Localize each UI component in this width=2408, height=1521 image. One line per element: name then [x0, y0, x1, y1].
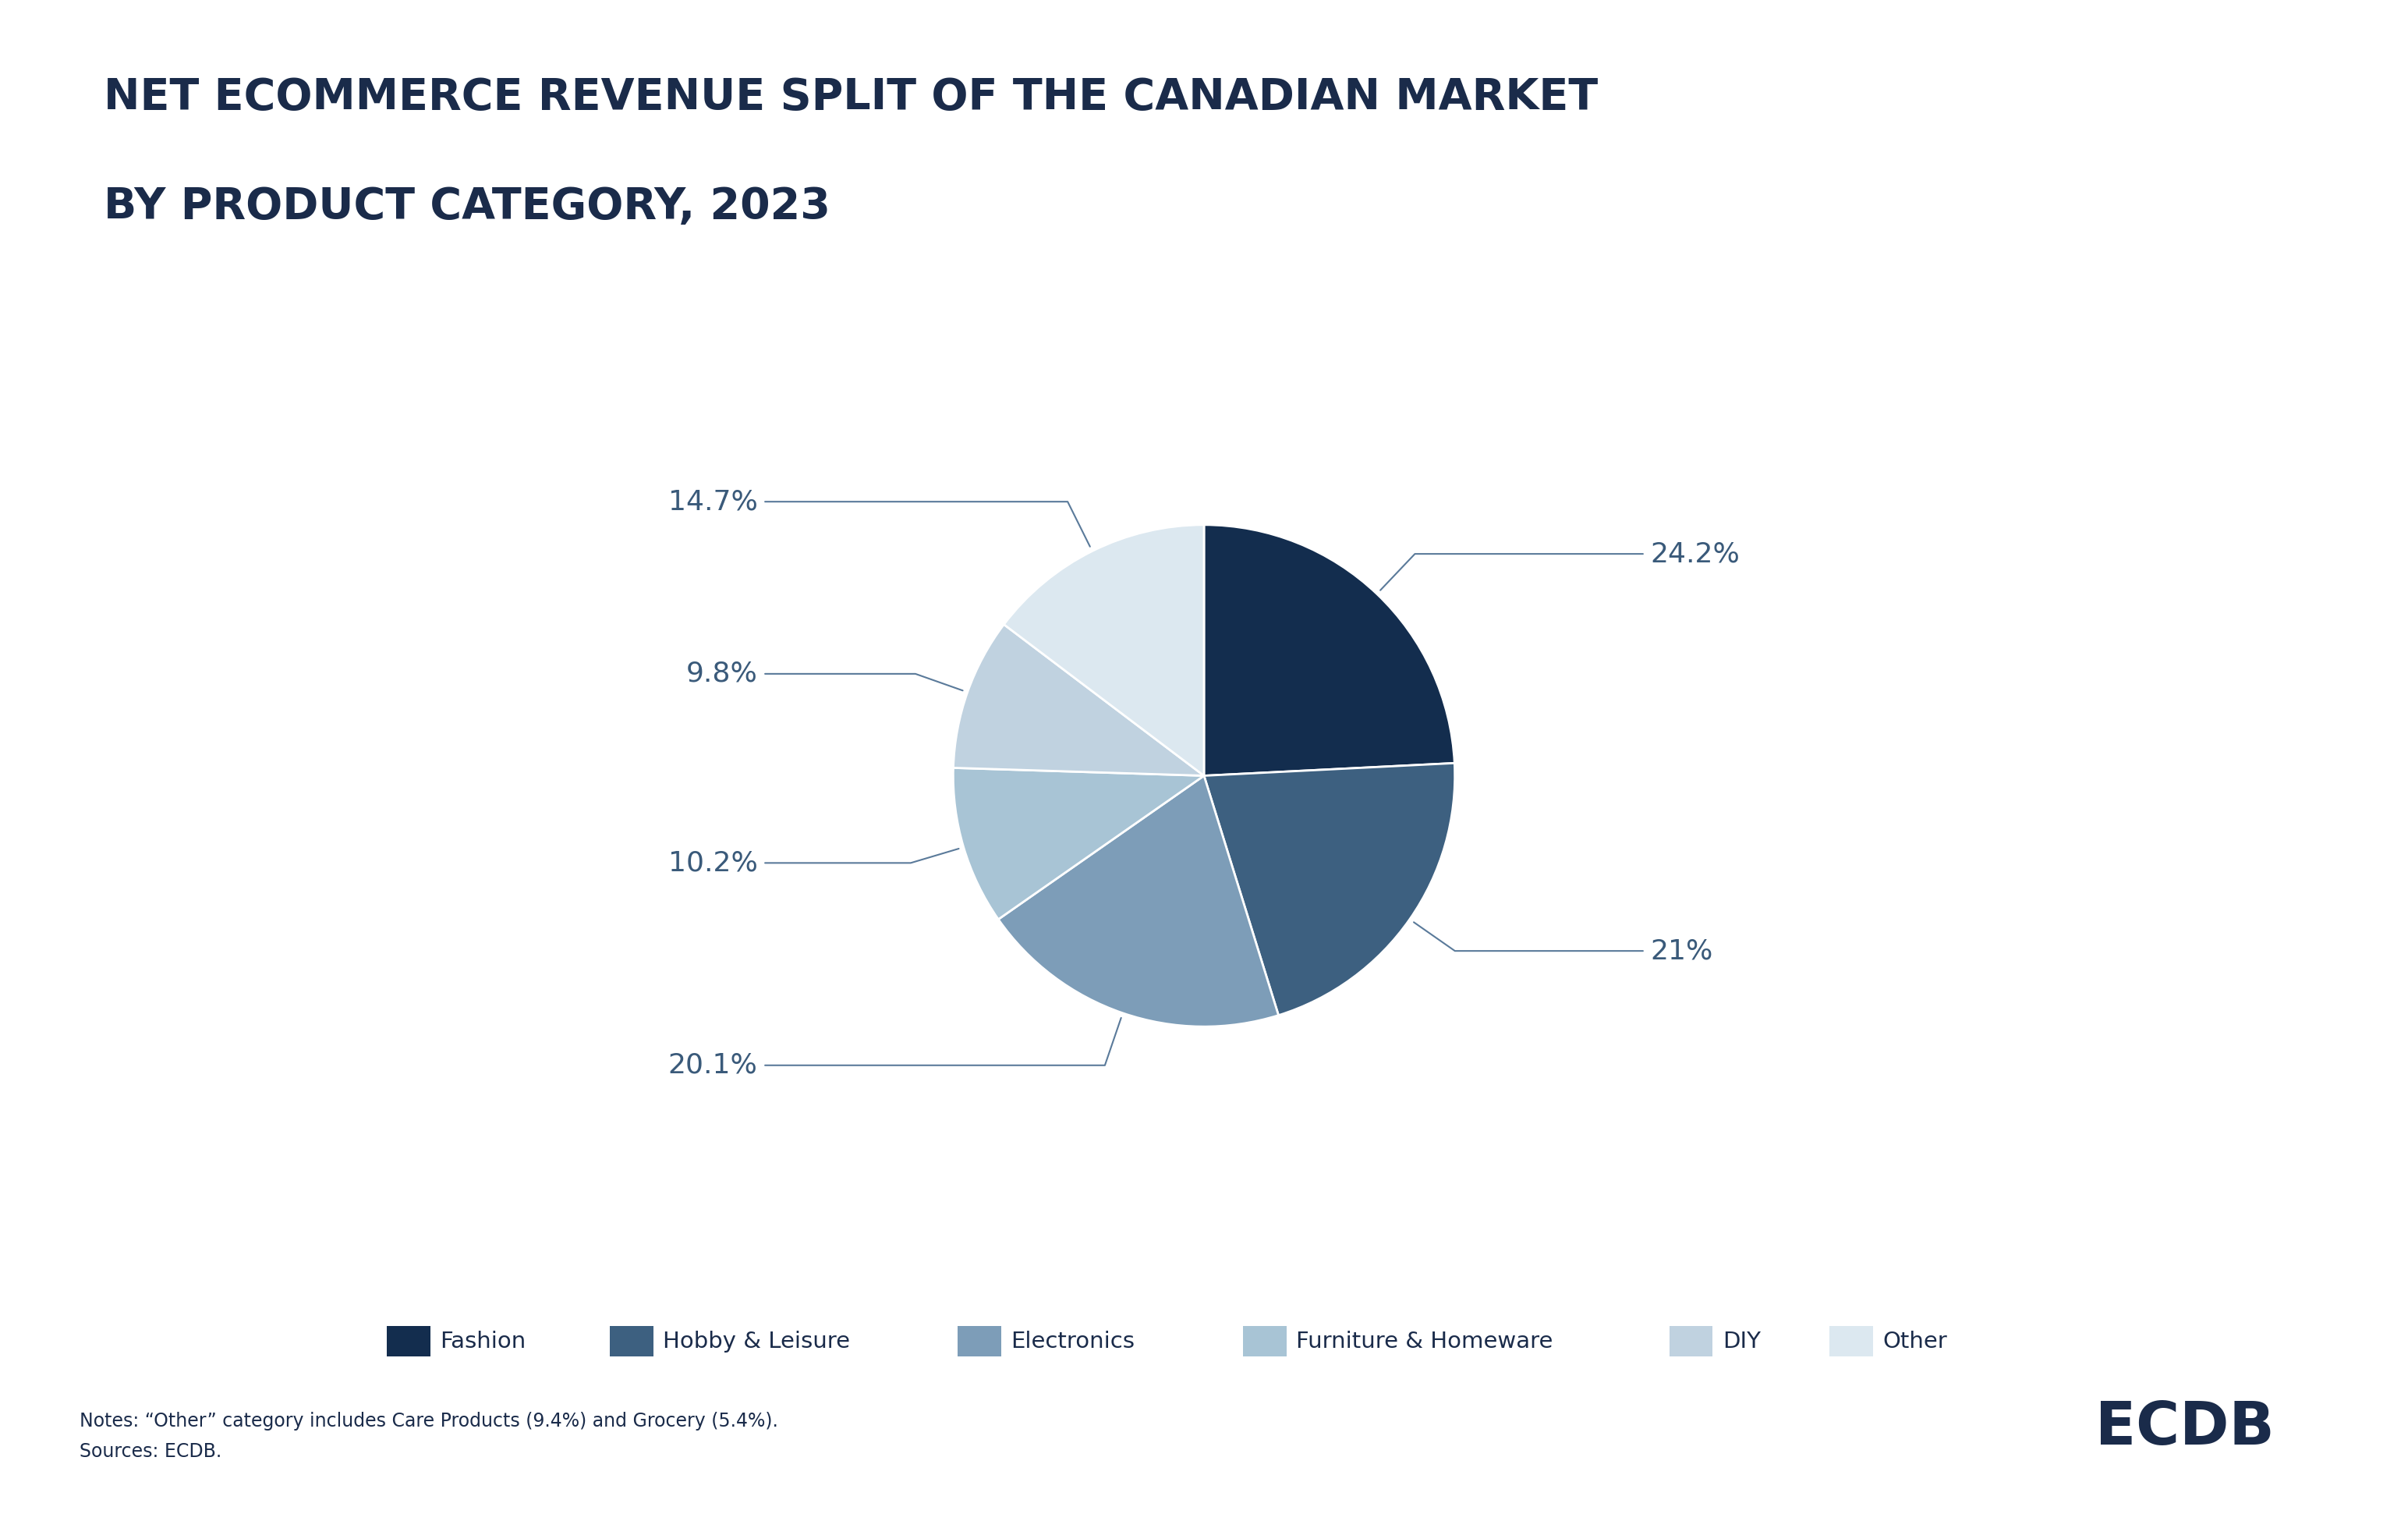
Text: Other: Other	[1883, 1331, 1948, 1352]
Text: BY PRODUCT CATEGORY, 2023: BY PRODUCT CATEGORY, 2023	[104, 186, 831, 228]
Text: 10.2%: 10.2%	[667, 850, 759, 876]
Text: NET ECOMMERCE REVENUE SPLIT OF THE CANADIAN MARKET: NET ECOMMERCE REVENUE SPLIT OF THE CANAD…	[104, 76, 1599, 119]
Text: Sources: ECDB.: Sources: ECDB.	[79, 1442, 222, 1460]
Text: Electronics: Electronics	[1011, 1331, 1134, 1352]
Text: Fashion: Fashion	[441, 1331, 525, 1352]
Text: Furniture & Homeware: Furniture & Homeware	[1296, 1331, 1553, 1352]
Wedge shape	[1204, 525, 1454, 776]
Text: 14.7%: 14.7%	[667, 488, 759, 516]
Text: 21%: 21%	[1649, 937, 1712, 964]
Text: Hobby & Leisure: Hobby & Leisure	[662, 1331, 850, 1352]
Wedge shape	[1204, 764, 1454, 1016]
Text: ECDB: ECDB	[2095, 1399, 2273, 1457]
Wedge shape	[1004, 525, 1204, 776]
Text: Notes: “Other” category includes Care Products (9.4%) and Grocery (5.4%).: Notes: “Other” category includes Care Pr…	[79, 1411, 778, 1430]
Wedge shape	[954, 768, 1204, 919]
Text: 9.8%: 9.8%	[686, 660, 759, 687]
Text: DIY: DIY	[1722, 1331, 1760, 1352]
Wedge shape	[999, 776, 1279, 1027]
Text: 24.2%: 24.2%	[1649, 540, 1741, 567]
Text: 20.1%: 20.1%	[667, 1053, 759, 1078]
Wedge shape	[954, 625, 1204, 776]
